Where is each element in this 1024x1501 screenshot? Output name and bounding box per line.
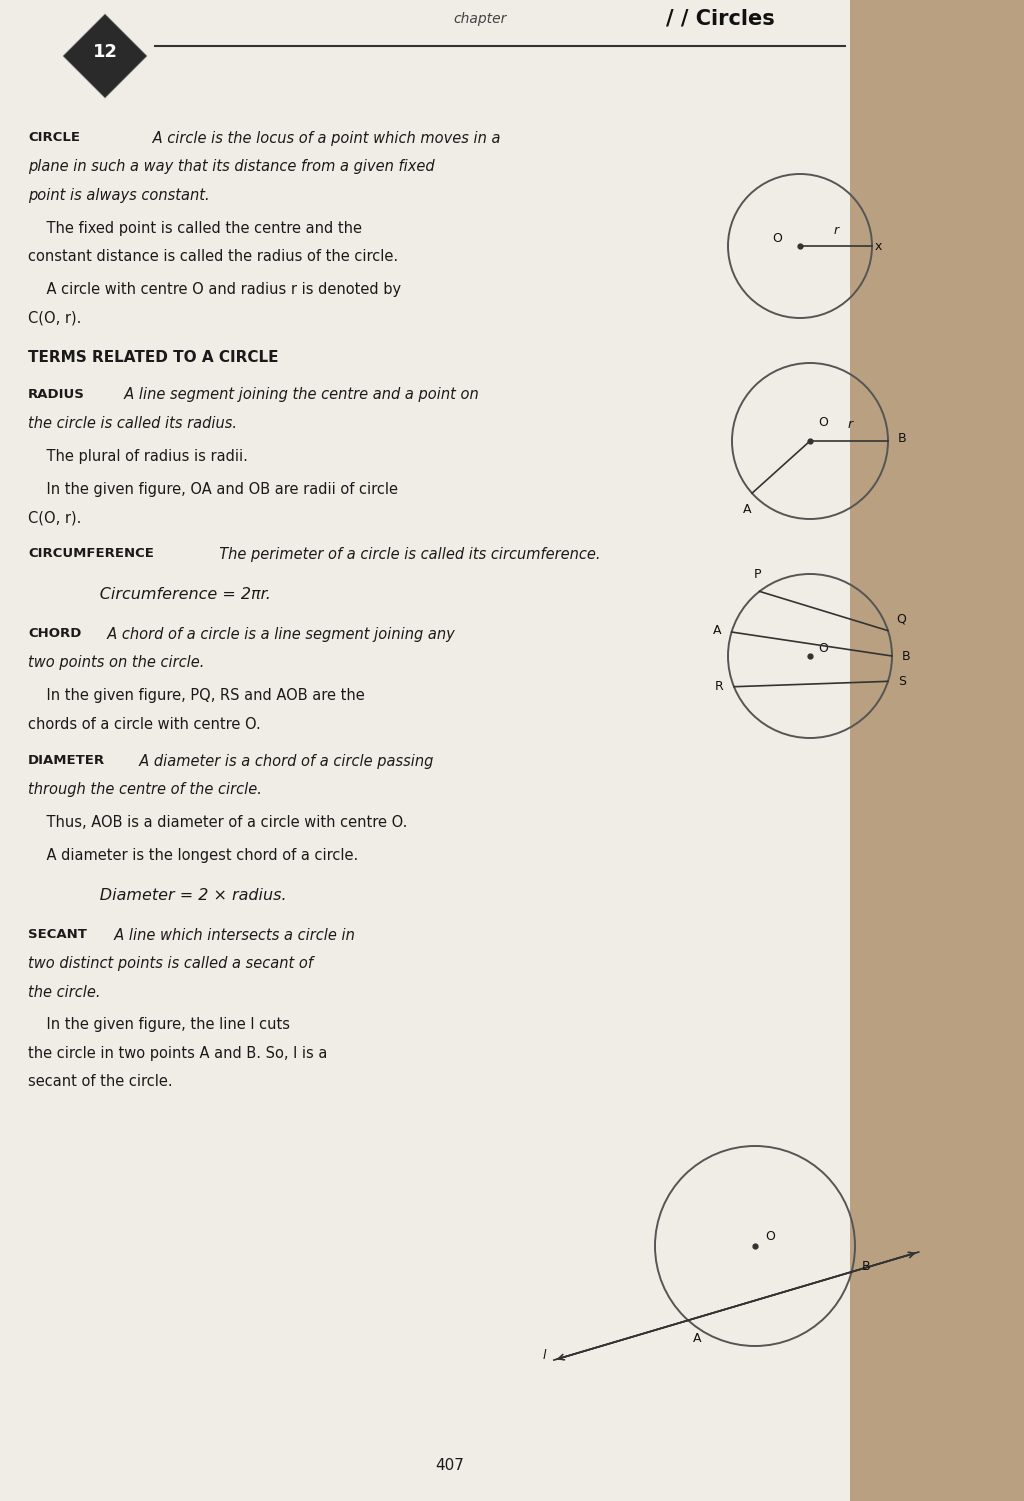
Text: A circle with centre O and radius r is denoted by: A circle with centre O and radius r is d… bbox=[28, 282, 401, 297]
Text: l: l bbox=[543, 1348, 546, 1361]
Text: Q: Q bbox=[896, 612, 906, 626]
Text: the circle is called its radius.: the circle is called its radius. bbox=[28, 416, 237, 431]
Text: A line which intersects a circle in: A line which intersects a circle in bbox=[105, 928, 355, 943]
Text: the circle in two points A and B. So, l is a: the circle in two points A and B. So, l … bbox=[28, 1046, 328, 1061]
Text: the circle.: the circle. bbox=[28, 985, 100, 1000]
Text: A: A bbox=[742, 503, 752, 516]
Text: In the given figure, the line l cuts: In the given figure, the line l cuts bbox=[28, 1018, 290, 1033]
Text: A circle is the locus of a point which moves in a: A circle is the locus of a point which m… bbox=[148, 131, 501, 146]
Text: RADIUS: RADIUS bbox=[28, 387, 85, 401]
Text: O: O bbox=[765, 1229, 775, 1243]
Text: TERMS RELATED TO A CIRCLE: TERMS RELATED TO A CIRCLE bbox=[28, 350, 279, 365]
Text: CIRCLE: CIRCLE bbox=[28, 131, 80, 144]
Text: two points on the circle.: two points on the circle. bbox=[28, 656, 205, 671]
Text: A: A bbox=[713, 623, 722, 636]
Text: through the centre of the circle.: through the centre of the circle. bbox=[28, 782, 262, 797]
Text: A line segment joining the centre and a point on: A line segment joining the centre and a … bbox=[115, 387, 479, 402]
Text: r: r bbox=[834, 224, 839, 237]
Text: C(O, r).: C(O, r). bbox=[28, 510, 81, 525]
Text: The fixed point is called the centre and the: The fixed point is called the centre and… bbox=[28, 221, 362, 236]
Text: B: B bbox=[898, 432, 906, 446]
Text: S: S bbox=[898, 675, 906, 687]
Text: Diameter = 2 × radius.: Diameter = 2 × radius. bbox=[28, 887, 287, 902]
Text: Circumference = 2πr.: Circumference = 2πr. bbox=[28, 587, 271, 602]
Text: O: O bbox=[818, 416, 827, 429]
Text: B: B bbox=[902, 650, 910, 662]
Text: O: O bbox=[818, 641, 827, 654]
Text: CHORD: CHORD bbox=[28, 627, 81, 639]
Text: chapter: chapter bbox=[454, 12, 507, 26]
Text: point is always constant.: point is always constant. bbox=[28, 188, 210, 203]
Text: C(O, r).: C(O, r). bbox=[28, 311, 81, 326]
Text: In the given figure, OA and OB are radii of circle: In the given figure, OA and OB are radii… bbox=[28, 482, 398, 497]
Text: plane in such a way that its distance from a given fixed: plane in such a way that its distance fr… bbox=[28, 159, 434, 174]
Text: chords of a circle with centre O.: chords of a circle with centre O. bbox=[28, 716, 261, 731]
Text: constant distance is called the radius of the circle.: constant distance is called the radius o… bbox=[28, 249, 398, 264]
Text: x: x bbox=[874, 240, 882, 252]
Text: 407: 407 bbox=[435, 1457, 465, 1472]
Text: In the given figure, PQ, RS and AOB are the: In the given figure, PQ, RS and AOB are … bbox=[28, 687, 365, 702]
Text: O: O bbox=[772, 233, 782, 246]
Text: A chord of a circle is a line segment joining any: A chord of a circle is a line segment jo… bbox=[98, 627, 455, 642]
Text: The perimeter of a circle is called its circumference.: The perimeter of a circle is called its … bbox=[210, 546, 600, 561]
Text: DIAMETER: DIAMETER bbox=[28, 754, 105, 767]
Text: P: P bbox=[754, 569, 761, 581]
Text: r: r bbox=[848, 417, 853, 431]
Text: A diameter is the longest chord of a circle.: A diameter is the longest chord of a cir… bbox=[28, 848, 358, 863]
Text: two distinct points is called a secant of: two distinct points is called a secant o… bbox=[28, 956, 313, 971]
Text: secant of the circle.: secant of the circle. bbox=[28, 1075, 173, 1090]
Text: B: B bbox=[861, 1261, 870, 1273]
Text: 12: 12 bbox=[92, 44, 118, 62]
Text: A diameter is a chord of a circle passing: A diameter is a chord of a circle passin… bbox=[130, 754, 433, 769]
Text: / / Circles: / / Circles bbox=[666, 9, 774, 29]
Text: SECANT: SECANT bbox=[28, 928, 87, 941]
Bar bbox=[0, 0, 850, 1501]
Text: CIRCUMFERENCE: CIRCUMFERENCE bbox=[28, 546, 154, 560]
Text: The plural of radius is radii.: The plural of radius is radii. bbox=[28, 449, 248, 464]
Text: A: A bbox=[693, 1333, 701, 1345]
Text: R: R bbox=[715, 680, 724, 693]
Text: Thus, AOB is a diameter of a circle with centre O.: Thus, AOB is a diameter of a circle with… bbox=[28, 815, 408, 830]
Polygon shape bbox=[63, 14, 147, 98]
Bar bbox=[850, 0, 1024, 1501]
